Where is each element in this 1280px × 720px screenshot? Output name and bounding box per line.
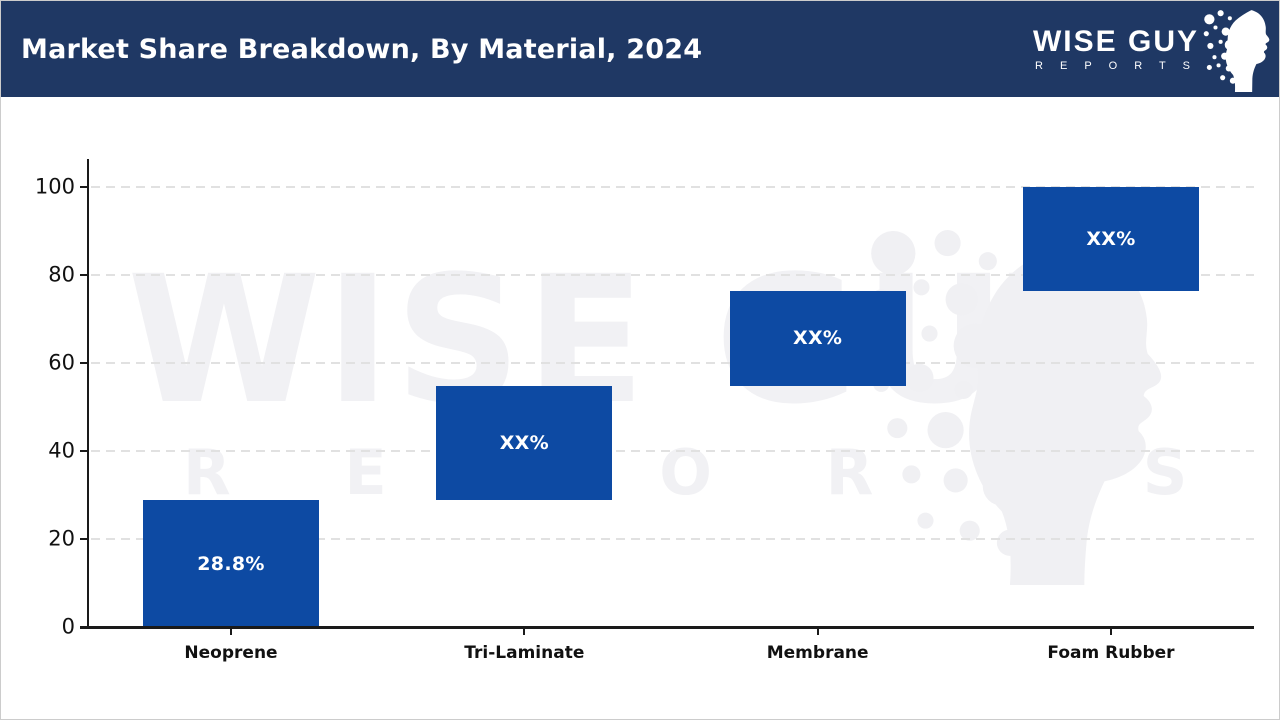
x-tick-mark <box>523 627 526 635</box>
y-axis-line <box>87 159 89 629</box>
y-tick-label: 0 <box>61 614 75 639</box>
y-tick-label: 60 <box>48 350 75 375</box>
bar-neoprene: 28.8% <box>143 500 319 627</box>
bar-value-label: XX% <box>1086 227 1136 250</box>
wiseguy-face-icon <box>1203 10 1270 92</box>
y-tick-label: 20 <box>48 526 75 551</box>
chart-plot-area: WISE GUY R E P O R T S 0 20 40 60 80 100 28.8%… <box>1 97 1279 719</box>
bar-tri-laminate: XX% <box>436 385 613 501</box>
bar-value-label: 28.8% <box>197 552 265 575</box>
gridline <box>91 274 1254 276</box>
y-tick-label: 100 <box>34 174 75 199</box>
bar-value-label: XX% <box>499 432 549 455</box>
logo-subtitle: R E P O R T S <box>1035 59 1197 72</box>
bar-value-label: XX% <box>793 327 843 350</box>
y-tick-label: 80 <box>48 262 75 287</box>
gridline <box>91 362 1254 364</box>
gridline <box>91 538 1254 540</box>
x-tick-label-foam-rubber: Foam Rubber <box>1047 643 1175 663</box>
x-tick-mark <box>816 627 819 635</box>
y-tick-label: 40 <box>48 438 75 463</box>
gridline <box>91 450 1254 452</box>
y-tick-mark <box>80 538 89 540</box>
x-axis-line <box>80 626 1254 629</box>
chart-title: Market Share Breakdown, By Material, 202… <box>21 33 703 65</box>
y-tick-mark <box>80 274 89 276</box>
wiseguy-logo-text: WISE GUY R E P O R T S <box>1032 24 1199 72</box>
bar-foam-rubber: XX% <box>1022 187 1199 291</box>
y-tick-mark <box>80 186 89 188</box>
logo-wordmark: WISE GUY <box>1032 24 1199 58</box>
y-tick-mark <box>80 450 89 452</box>
x-tick-label-neoprene: Neoprene <box>184 643 278 663</box>
x-tick-label-membrane: Membrane <box>766 643 869 663</box>
wiseguy-logo: WISE GUY R E P O R T S <box>1033 6 1273 92</box>
x-tick-mark <box>230 627 232 635</box>
header: Market Share Breakdown, By Material, 202… <box>1 1 1279 97</box>
y-tick-mark <box>80 362 89 364</box>
gridline <box>91 186 1254 188</box>
x-tick-mark <box>1109 627 1112 635</box>
watermark-face-icon <box>871 230 1162 585</box>
bar-membrane: XX% <box>729 290 906 386</box>
x-tick-label-tri-laminate: Tri-Laminate <box>464 643 585 663</box>
